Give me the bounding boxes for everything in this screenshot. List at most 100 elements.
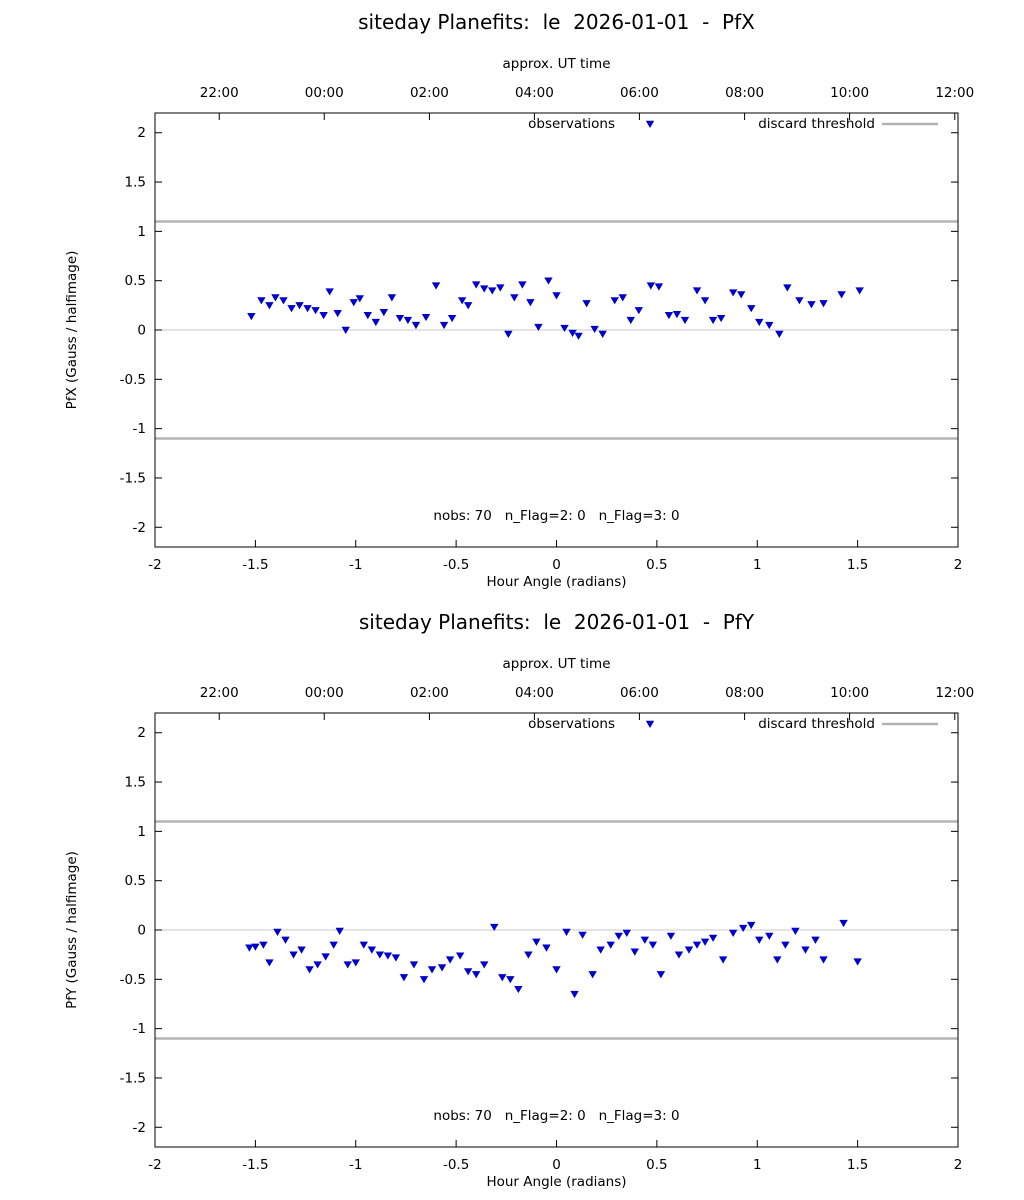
data-point-marker: [837, 291, 846, 299]
top-tick-label: 04:00: [515, 85, 554, 101]
data-point-marker: [403, 316, 413, 325]
data-point-marker: [747, 305, 756, 313]
top-tick-label: 00:00: [305, 685, 344, 701]
data-point-marker: [552, 292, 561, 300]
data-point-marker: [391, 954, 401, 962]
y-tick-label: 1.5: [125, 175, 146, 191]
top-tick-label: 04:00: [515, 685, 554, 701]
data-point-marker: [666, 932, 676, 940]
data-point-marker: [490, 923, 499, 932]
data-point-marker: [457, 297, 467, 305]
y-tick-label: 1: [137, 224, 146, 240]
data-point-marker: [700, 297, 710, 305]
data-point-marker: [421, 313, 431, 322]
data-point-marker: [359, 941, 368, 949]
y-tick-label: -1: [133, 1021, 146, 1037]
x-tick-label: 2: [954, 1157, 963, 1173]
x-tick-label: -2: [148, 1157, 161, 1173]
data-point-marker: [801, 946, 810, 954]
data-point-marker: [311, 307, 320, 315]
data-point-marker: [445, 956, 455, 964]
data-point-marker: [646, 282, 656, 290]
data-point-marker: [472, 281, 481, 289]
data-point-marker: [419, 976, 429, 984]
data-point-marker: [271, 294, 280, 302]
data-point-marker: [524, 951, 533, 959]
data-point-marker: [552, 966, 561, 974]
data-point-marker: [606, 941, 615, 949]
data-point-marker: [463, 968, 473, 976]
data-point-marker: [692, 287, 702, 295]
y-tick-label: -0.5: [120, 972, 146, 988]
plot-border: [154, 712, 959, 1148]
x-tick-label: -1.5: [242, 557, 268, 573]
data-point-marker: [728, 289, 738, 297]
pfx-x-axis-label: Hour Angle (radians): [486, 574, 627, 590]
data-point-marker: [622, 929, 631, 937]
data-point-marker: [251, 943, 260, 951]
pfy-chart: siteday Planefits: le 2026-01-01 - PfY a…: [0, 600, 1024, 1200]
data-point-marker: [570, 990, 579, 999]
data-point-marker: [807, 301, 816, 309]
x-tick-label: 0.5: [646, 1157, 667, 1173]
data-point-marker: [279, 297, 288, 305]
data-point-marker: [273, 928, 282, 936]
data-point-marker: [321, 953, 330, 961]
top-tick-label: 08:00: [725, 85, 764, 101]
data-point-marker: [574, 332, 583, 340]
data-point-marker: [383, 952, 393, 960]
data-point-marker: [355, 295, 364, 303]
data-point-marker: [480, 285, 489, 293]
top-tick-label: 02:00: [410, 85, 449, 101]
data-point-marker: [674, 951, 684, 959]
data-point-marker: [736, 291, 746, 299]
data-point-marker: [411, 321, 421, 330]
data-point-marker: [544, 277, 553, 285]
data-point-marker: [295, 302, 304, 310]
y-tick-label: 0.5: [125, 873, 146, 889]
y-tick-label: 0.5: [125, 273, 146, 289]
data-point-marker: [634, 307, 644, 315]
nobs-annotation: nobs: 70 n_Flag=2: 0 n_Flag=3: 0: [433, 508, 679, 524]
data-point-marker: [728, 929, 738, 937]
data-point-marker: [855, 287, 864, 295]
data-point-marker: [795, 297, 804, 305]
y-tick-label: -1.5: [120, 1070, 146, 1086]
data-point-marker: [319, 312, 328, 320]
y-tick-label: 1.5: [125, 775, 146, 791]
data-point-marker: [504, 330, 513, 338]
data-point-marker: [379, 309, 389, 317]
data-point-marker: [598, 330, 607, 338]
data-point-marker: [692, 941, 702, 949]
x-tick-label: -1: [349, 1157, 362, 1173]
data-point-marker: [532, 938, 541, 946]
data-point-marker: [819, 300, 828, 308]
data-point-marker: [247, 312, 256, 321]
data-point-marker: [367, 946, 377, 954]
data-point-marker: [335, 927, 344, 935]
data-point-marker: [534, 323, 543, 332]
data-point-marker: [765, 321, 774, 330]
data-point-marker: [773, 956, 782, 964]
data-point-marker: [363, 312, 372, 320]
pfy-x-axis-label: Hour Angle (radians): [486, 1174, 627, 1190]
data-point-marker: [289, 951, 298, 959]
data-point-marker: [287, 305, 296, 313]
legend-observations-label: observations: [528, 716, 615, 732]
data-point-marker: [568, 329, 577, 337]
data-point-marker: [305, 966, 314, 974]
data-point-marker: [325, 288, 334, 296]
data-point-marker: [582, 300, 591, 308]
data-point-marker: [409, 961, 419, 969]
x-tick-label: 1.5: [847, 557, 868, 573]
y-tick-label: 1: [137, 824, 146, 840]
data-point-marker: [526, 299, 535, 307]
data-point-marker: [542, 944, 551, 952]
data-point-marker: [811, 936, 820, 944]
data-point-marker: [297, 946, 306, 954]
data-point-marker: [399, 974, 409, 982]
data-point-marker: [498, 974, 507, 982]
data-point-marker: [781, 941, 790, 949]
y-tick-label: -2: [133, 520, 146, 536]
data-point-marker: [596, 946, 605, 954]
